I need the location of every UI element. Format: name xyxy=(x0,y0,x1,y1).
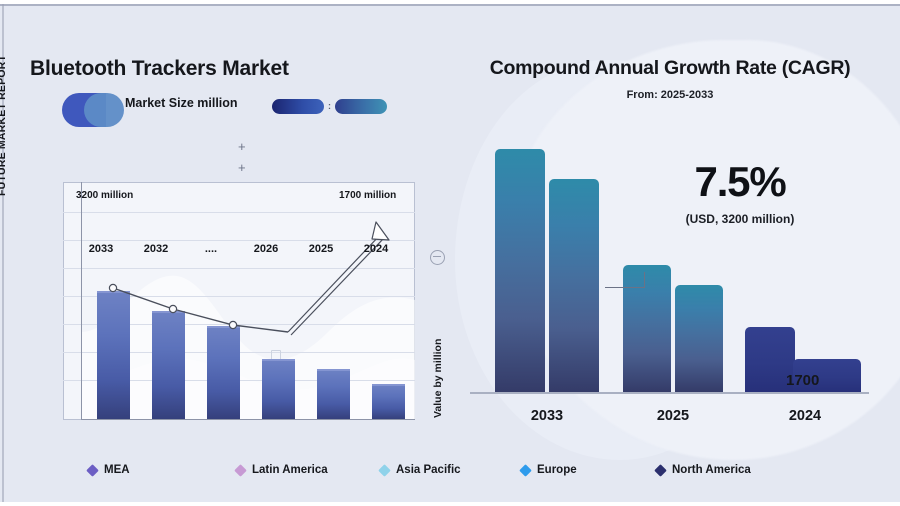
right-chart: 2033 2025 2024 xyxy=(455,149,875,430)
pill-separator: : xyxy=(328,101,331,111)
bar-2025 xyxy=(317,369,350,419)
right-bar-2033-b xyxy=(549,179,599,392)
right-chart-baseline xyxy=(470,392,869,394)
legend-label-europe: Europe xyxy=(537,464,577,476)
right-xtick-2033: 2033 xyxy=(530,408,564,424)
left-chart-y-axis-label: FUTURE MARKET REPORT xyxy=(0,54,8,196)
right-chart-y-axis-label: Value by million xyxy=(432,338,444,418)
bar-2024 xyxy=(372,384,405,419)
legend-marker-asia-pacific-icon xyxy=(378,463,391,477)
left-xtick-2032: 2032 xyxy=(143,243,169,255)
bar-2026 xyxy=(262,359,295,419)
cagr-subtitle: From: 2025-2033 xyxy=(626,89,714,101)
panel-left-border xyxy=(2,4,4,502)
bracket-vertical-mark xyxy=(644,272,646,288)
bar-2032 xyxy=(152,311,185,419)
legend-label-mea: MEA xyxy=(104,464,130,476)
plus-icon-1: + xyxy=(238,139,246,154)
left-xtick-ellipsis: .... xyxy=(204,243,218,255)
trend-line xyxy=(108,221,390,336)
cagr-note: (USD, 3200 million) xyxy=(685,212,795,226)
legend-marker-north-america-icon xyxy=(654,463,667,477)
legend-item-north-america[interactable]: North America xyxy=(654,463,751,477)
right-bar-data-label: 1700 xyxy=(786,372,820,389)
pill-primary-icon xyxy=(272,99,324,114)
left-xtick-2033: 2033 xyxy=(88,243,114,255)
legend-pill-group: : xyxy=(272,99,387,114)
right-bar-2024-b xyxy=(793,359,861,392)
legend-label-latin-america: Latin America xyxy=(252,464,328,476)
legend-label-asia-pacific: Asia Pacific xyxy=(396,464,461,476)
left-xtick-2026: 2026 xyxy=(253,243,279,255)
market-size-label: Market Size million xyxy=(125,96,238,110)
left-chart xyxy=(63,182,415,420)
legend-item-europe[interactable]: Europe xyxy=(519,463,577,477)
panel-top-border xyxy=(0,4,900,6)
bar-dots xyxy=(207,326,240,419)
legend-label-north-america: North America xyxy=(672,464,751,476)
circle-minus-icon xyxy=(430,250,445,265)
legend-marker-latin-america-icon xyxy=(234,463,247,477)
right-xtick-2024: 2024 xyxy=(788,408,822,424)
right-bar-2024-a xyxy=(745,327,795,392)
legend: MEA Latin America Asia Pacific Europe No… xyxy=(0,463,900,488)
legend-item-mea[interactable]: MEA xyxy=(86,463,130,477)
cagr-title: Compound Annual Growth Rate (CAGR) xyxy=(489,57,851,79)
right-bar-2033-a xyxy=(495,149,545,392)
left-xtick-2024: 2024 xyxy=(363,243,389,255)
plus-icon-2: + xyxy=(238,160,246,175)
right-bar-2025-a xyxy=(623,265,671,392)
right-xtick-2025: 2025 xyxy=(656,408,690,424)
legend-marker-europe-icon xyxy=(519,463,532,477)
right-bar-2025-b xyxy=(675,285,723,392)
pill-secondary-icon xyxy=(335,99,387,114)
legend-item-latin-america[interactable]: Latin America xyxy=(234,463,328,477)
legend-marker-mea-icon xyxy=(86,463,99,477)
cagr-value: 7.5% xyxy=(694,158,787,205)
left-xtick-2025: 2025 xyxy=(308,243,334,255)
market-size-logo-icon xyxy=(62,93,124,127)
bracket-horizontal-mark xyxy=(605,287,645,289)
page-title: Bluetooth Trackers Market xyxy=(30,57,289,80)
legend-item-asia-pacific[interactable]: Asia Pacific xyxy=(378,463,461,477)
left-chart-annotation-end: 1700 million xyxy=(339,190,397,201)
left-chart-annotation-start: 3200 million xyxy=(76,190,134,201)
